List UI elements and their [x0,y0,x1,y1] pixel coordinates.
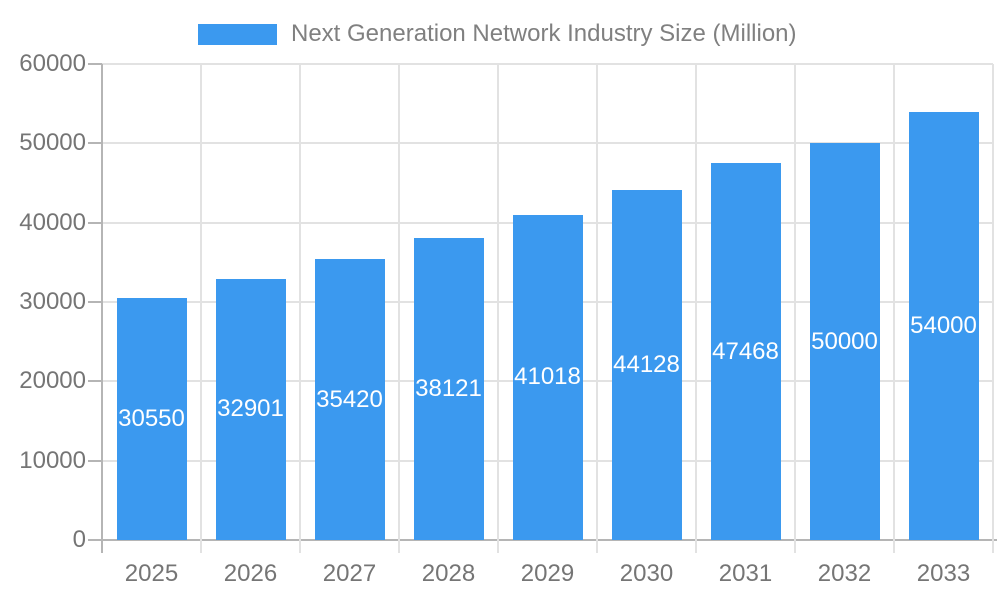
chart-legend: Next Generation Network Industry Size (M… [198,20,797,48]
vertical-gridline [596,64,598,540]
bar[interactable] [908,111,979,540]
bar-value-label: 41018 [514,363,581,391]
y-axis-tick-label: 50000 [19,129,86,157]
x-axis-tick-label: 2027 [322,560,377,587]
vertical-gridline [893,64,895,540]
x-axis-tick [596,540,598,553]
y-axis-tick-label: 30000 [19,288,86,315]
bar-value-label: 30550 [118,404,185,432]
x-axis-tick-label: 2032 [817,560,872,587]
x-axis-tick [695,540,697,553]
vertical-gridline [992,64,994,540]
x-axis-tick-label: 2026 [223,560,278,587]
bar-value-label: 44128 [613,350,680,378]
x-axis-tick-label: 2030 [619,560,674,587]
x-axis-tick-label: 2025 [124,560,179,587]
y-axis-tick [88,459,102,462]
x-axis-tick-label: 2028 [421,560,476,587]
y-axis-line [101,64,103,553]
y-axis-tick [88,63,102,65]
x-axis-tick [200,540,202,553]
bar-value-label: 47468 [712,337,779,365]
bar[interactable] [116,297,187,540]
bar-value-label: 32901 [217,395,284,423]
y-axis-tick-label: 40000 [19,208,86,236]
vertical-gridline [200,64,202,540]
x-axis-tick [992,540,994,553]
y-axis-tick-label: 10000 [19,446,86,474]
bar[interactable] [314,259,385,540]
vertical-gridline [398,64,400,540]
bar[interactable] [611,189,682,540]
bar[interactable] [512,214,583,540]
x-axis-tick [299,540,301,553]
legend-label: Next Generation Network Industry Size (M… [291,20,797,47]
bar-value-label: 54000 [910,311,977,339]
bar[interactable] [710,163,781,540]
y-axis-tick [88,301,102,303]
vertical-gridline [299,64,301,540]
vertical-gridline [794,64,796,540]
y-axis-tick [88,221,102,224]
x-axis-tick-label: 2029 [520,560,575,587]
x-axis-tick [497,540,499,553]
bar[interactable] [809,143,880,540]
y-axis-tick-label: 20000 [19,367,86,395]
vertical-gridline [497,64,499,540]
x-axis-tick-label: 2031 [718,560,773,587]
x-axis-tick [794,540,796,553]
y-axis-tick [88,142,102,145]
horizontal-gridline [102,63,993,65]
bar-value-label: 38121 [415,374,482,402]
x-axis-tick [893,540,895,553]
y-axis-tick [88,380,102,383]
x-axis-tick [398,540,400,553]
bar[interactable] [215,278,286,540]
y-axis-tick-label: 60000 [19,50,86,77]
vertical-gridline [695,64,697,540]
legend-swatch [198,23,277,45]
bar[interactable] [413,237,484,540]
bar-value-label: 35420 [316,385,383,413]
x-axis-tick-label: 2033 [916,560,971,587]
y-axis-tick-label: 0 [72,526,86,553]
y-axis-tick [88,539,102,541]
bar-value-label: 50000 [811,327,878,355]
